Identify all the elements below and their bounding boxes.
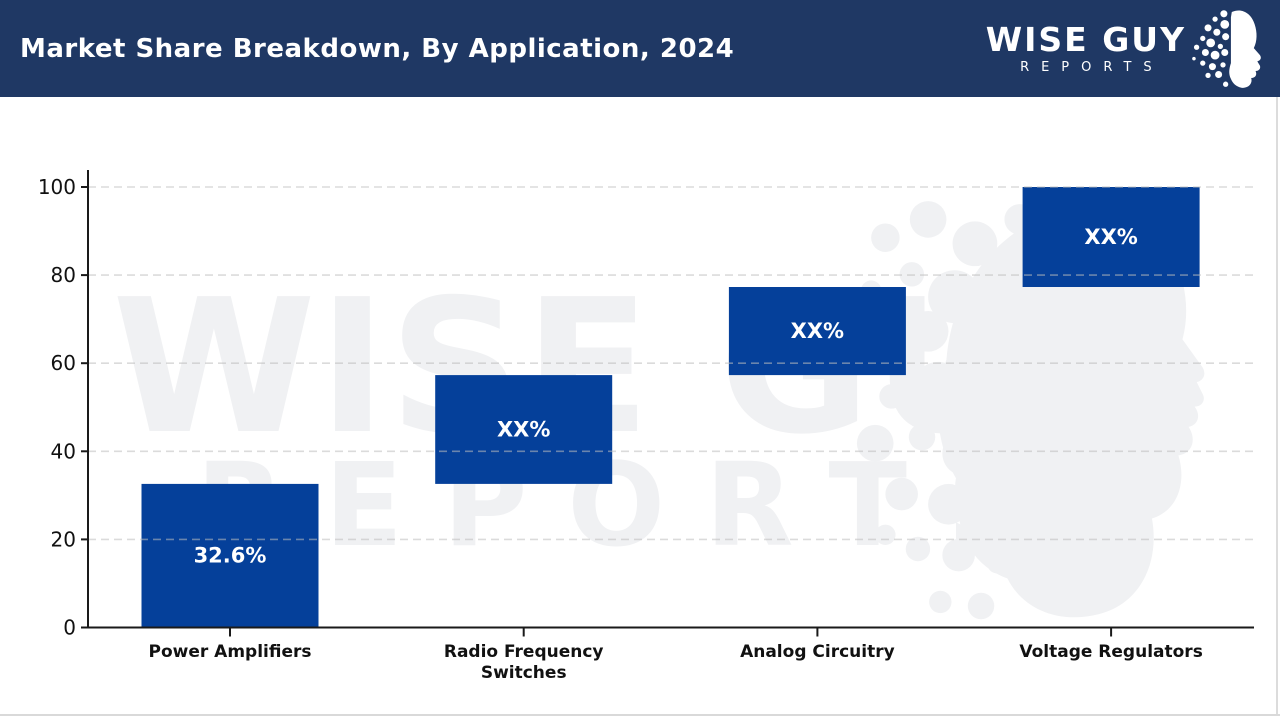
brand-name: WISE GUY	[985, 19, 1186, 59]
bar-value-label-voltage-regulators: XX%	[1084, 225, 1137, 249]
x-category-label-analog-circuitry: Analog Circuitry	[740, 642, 895, 662]
brand-subname: REPORTS	[1020, 59, 1164, 75]
brand-text: WISE GUY REPORTS	[986, 23, 1186, 75]
page-title: Market Share Breakdown, By Application, …	[20, 33, 735, 64]
bar-power-amplifiers	[141, 483, 319, 628]
bar-radio-frequency-switches	[435, 375, 613, 484]
bar-value-label-radio-frequency-switches: XX%	[497, 418, 550, 442]
y-tick-label-40: 40	[51, 439, 76, 463]
x-category-label-radio-frequency-switches: Switches	[481, 663, 567, 683]
dotted-head-icon	[1192, 9, 1261, 88]
chart-area: WISE GUY REPORTS 0 20 40 60 80 100 Power Ampli…	[0, 97, 1280, 720]
y-tick-label-20: 20	[51, 527, 76, 551]
frame-border-right	[1276, 97, 1278, 716]
header-bar: Market Share Breakdown, By Application, …	[0, 0, 1280, 97]
y-tick-label-0: 0	[63, 616, 76, 640]
y-tick-label-60: 60	[51, 351, 76, 375]
brand-logo: WISE GUY REPORTS	[986, 5, 1266, 93]
bar-value-label-power-amplifiers: 32.6%	[194, 544, 267, 568]
x-category-label-power-amplifiers: Power Amplifiers	[148, 642, 311, 662]
y-tick-label-100: 100	[38, 175, 76, 199]
y-tick-label-80: 80	[51, 263, 76, 287]
x-category-label-radio-frequency-switches: Radio Frequency	[444, 642, 604, 662]
x-category-label-voltage-regulators: Voltage Regulators	[1019, 642, 1202, 662]
market-share-bar-chart: 0 20 40 60 80 100 Power Amplifiers Radio Freque…	[38, 170, 1254, 683]
frame-border-bottom	[0, 714, 1280, 716]
bar-value-label-analog-circuitry: XX%	[791, 319, 844, 343]
